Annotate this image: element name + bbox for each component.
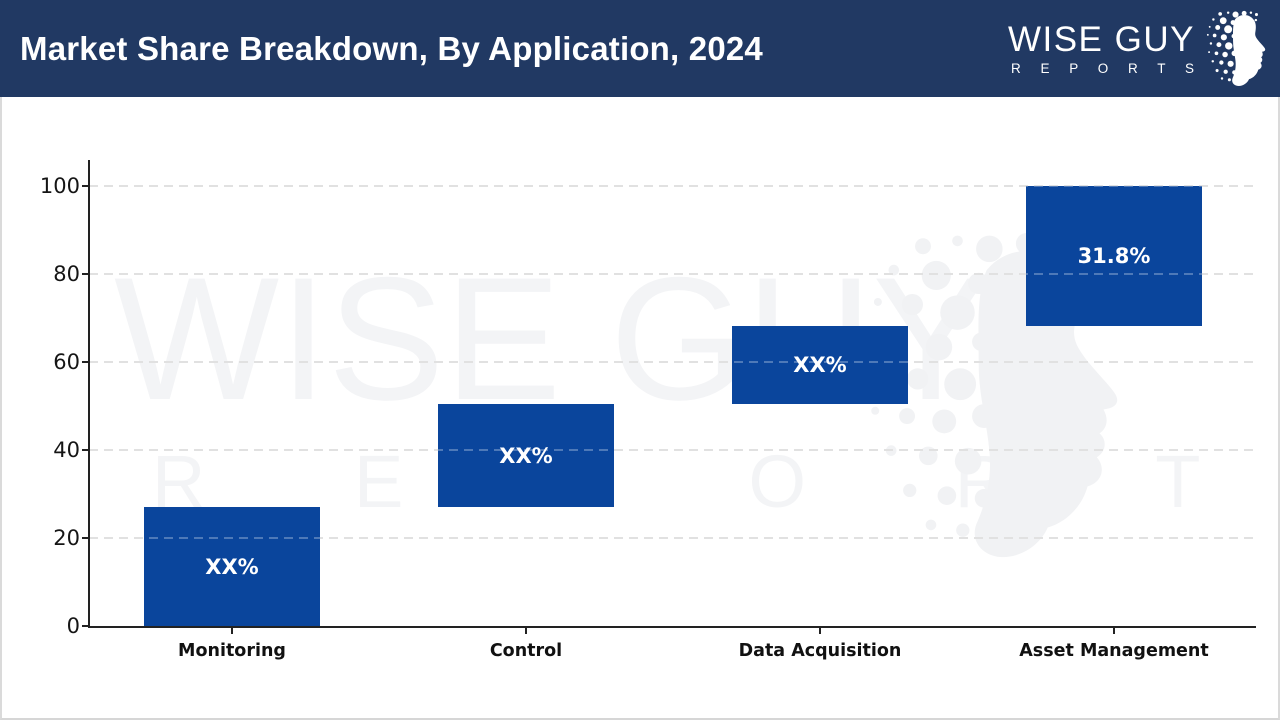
y-tick-label-80: 80 <box>53 262 80 286</box>
gridline-40 <box>89 449 1255 451</box>
brand-logo-text: WISE GUY R E P O R T S <box>1007 19 1202 77</box>
gridline-100 <box>89 185 1255 187</box>
brand-subtitle: R E P O R T S <box>1010 61 1202 77</box>
y-tick-label-60: 60 <box>53 350 80 374</box>
y-tick-0 <box>82 625 89 627</box>
brand-head-icon <box>1204 9 1272 89</box>
x-tick-monitoring <box>231 628 233 634</box>
x-tick-asset-management <box>1113 628 1115 634</box>
bar-control <box>438 403 614 508</box>
x-category-label-monitoring: Monitoring <box>178 641 286 661</box>
y-axis-spine <box>88 160 90 628</box>
waterfall-plot: XX% Monitoring XX% Control XX% Data Acquisiti… <box>2 97 1278 718</box>
x-axis-line <box>88 626 1256 628</box>
y-tick-100 <box>82 185 89 187</box>
chart-area: WISE GUY R E P O R T S XX%MonitoringXX%C… <box>0 97 1280 720</box>
brand-logo: WISE GUY R E P O R T S <box>1008 6 1272 92</box>
x-tick-data-acquisition <box>819 628 821 634</box>
gridline-overlay-80 <box>89 273 1255 275</box>
y-tick-80 <box>82 273 89 275</box>
y-tick-60 <box>82 361 89 363</box>
gridline-overlay-60 <box>89 361 1255 363</box>
gridline-60 <box>89 361 1255 363</box>
x-category-label-control: Control <box>489 641 563 661</box>
y-tick-label-20: 20 <box>53 526 80 550</box>
y-tick-20 <box>82 537 89 539</box>
gridline-overlay-100 <box>89 185 1255 187</box>
page-title: Market Share Breakdown, By Application, … <box>20 29 763 67</box>
header: Market Share Breakdown, By Application, … <box>0 0 1280 97</box>
x-category-label-data-acquisition: Data Acquisition <box>738 641 902 661</box>
gridline-80 <box>89 273 1255 275</box>
bar-monitoring <box>144 507 320 626</box>
bar-value-label-control: XX% <box>499 443 553 468</box>
bar-value-label-asset-management: 31.8% <box>1077 243 1151 268</box>
bar-value-label-monitoring: XX% <box>205 554 259 579</box>
gridline-20 <box>89 537 1255 539</box>
brand-name: WISE GUY <box>1007 19 1195 59</box>
gridline-overlay-20 <box>89 537 1255 539</box>
x-category-label-asset-management: Asset Management <box>1019 641 1209 661</box>
y-tick-40 <box>82 449 89 451</box>
y-tick-label-100: 100 <box>39 174 80 198</box>
bar-value-label-data-acquisition: XX% <box>793 352 847 377</box>
y-tick-label-40: 40 <box>53 438 80 462</box>
x-tick-control <box>525 628 527 634</box>
gridline-overlay-40 <box>89 449 1255 451</box>
y-tick-label-0: 0 <box>66 614 80 638</box>
